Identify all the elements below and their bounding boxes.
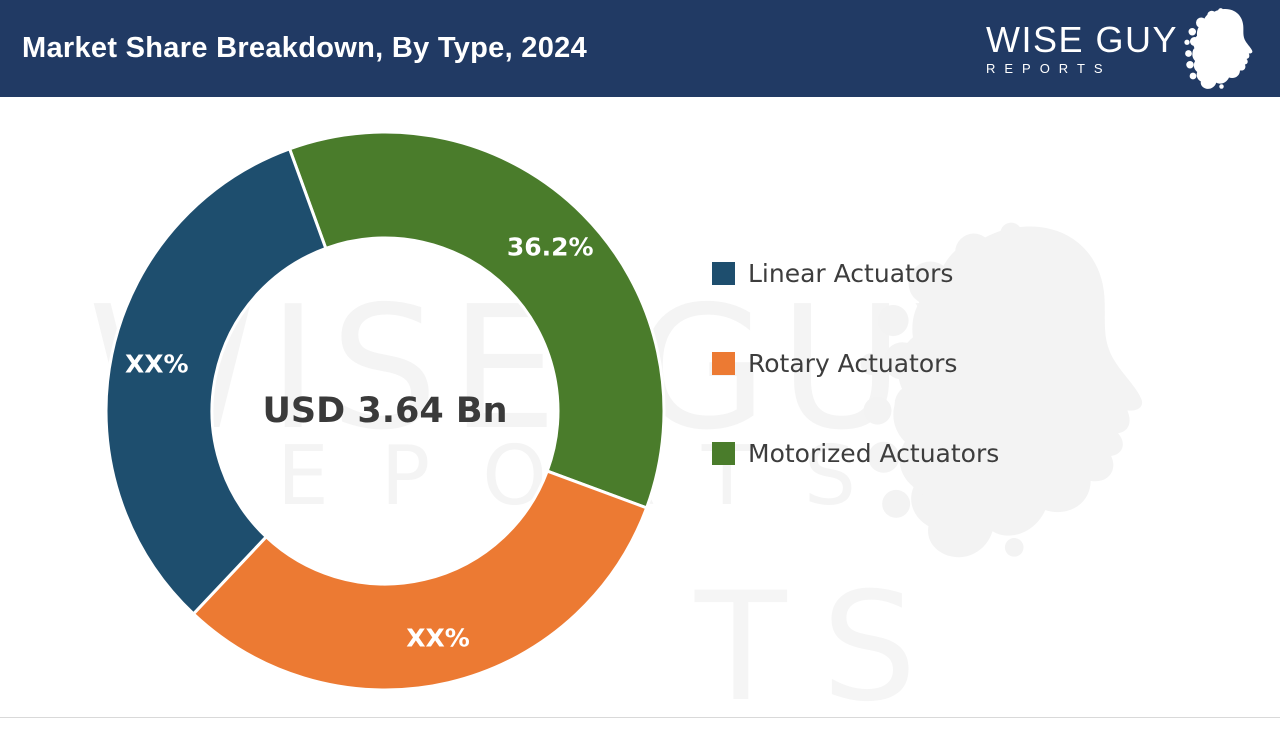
donut-svg bbox=[104, 130, 666, 692]
chart-legend: Linear Actuators Rotary Actuators Motori… bbox=[712, 259, 999, 468]
watermark-reports: REPORTS bbox=[168, 429, 908, 524]
segment-label-motorized-actuators: 36.2% bbox=[506, 232, 594, 262]
logo-wordmark: WISE GUY bbox=[985, 18, 1178, 60]
donut-center-value: USD 3.64 Bn bbox=[262, 391, 508, 431]
logo-head-icon bbox=[1182, 7, 1258, 91]
donut-segment-motorized-actuators bbox=[287, 130, 666, 510]
legend-item-linear-actuators: Linear Actuators bbox=[712, 259, 999, 288]
logo-text: WISE GUY REPORTS bbox=[985, 18, 1178, 76]
segment-label-rotary-actuators: XX% bbox=[406, 623, 470, 653]
donut-chart: USD 3.64 Bn 36.2% XX% XX% bbox=[103, 129, 667, 693]
legend-label-motorized: Motorized Actuators bbox=[748, 439, 1000, 468]
watermark-fragment: TS bbox=[695, 561, 952, 735]
wise-guy-reports-logo: WISE GUY REPORTS bbox=[986, 7, 1258, 91]
legend-item-rotary-actuators: Rotary Actuators bbox=[712, 349, 999, 378]
footer-divider bbox=[0, 717, 1280, 718]
legend-swatch-motorized bbox=[712, 442, 735, 465]
legend-item-motorized-actuators: Motorized Actuators bbox=[712, 439, 999, 468]
header-bar: Market Share Breakdown, By Type, 2024 WI… bbox=[0, 0, 1280, 97]
segment-label-linear-actuators: XX% bbox=[125, 349, 189, 379]
page-title: Market Share Breakdown, By Type, 2024 bbox=[22, 32, 588, 64]
donut-segment-linear-actuators bbox=[104, 146, 328, 616]
legend-swatch-rotary bbox=[712, 352, 735, 375]
legend-swatch-linear bbox=[712, 262, 735, 285]
legend-label-rotary: Rotary Actuators bbox=[748, 349, 958, 378]
donut-segment-rotary-actuators bbox=[191, 469, 649, 692]
logo-subtitle: REPORTS bbox=[985, 60, 1112, 76]
legend-label-linear: Linear Actuators bbox=[748, 259, 954, 288]
